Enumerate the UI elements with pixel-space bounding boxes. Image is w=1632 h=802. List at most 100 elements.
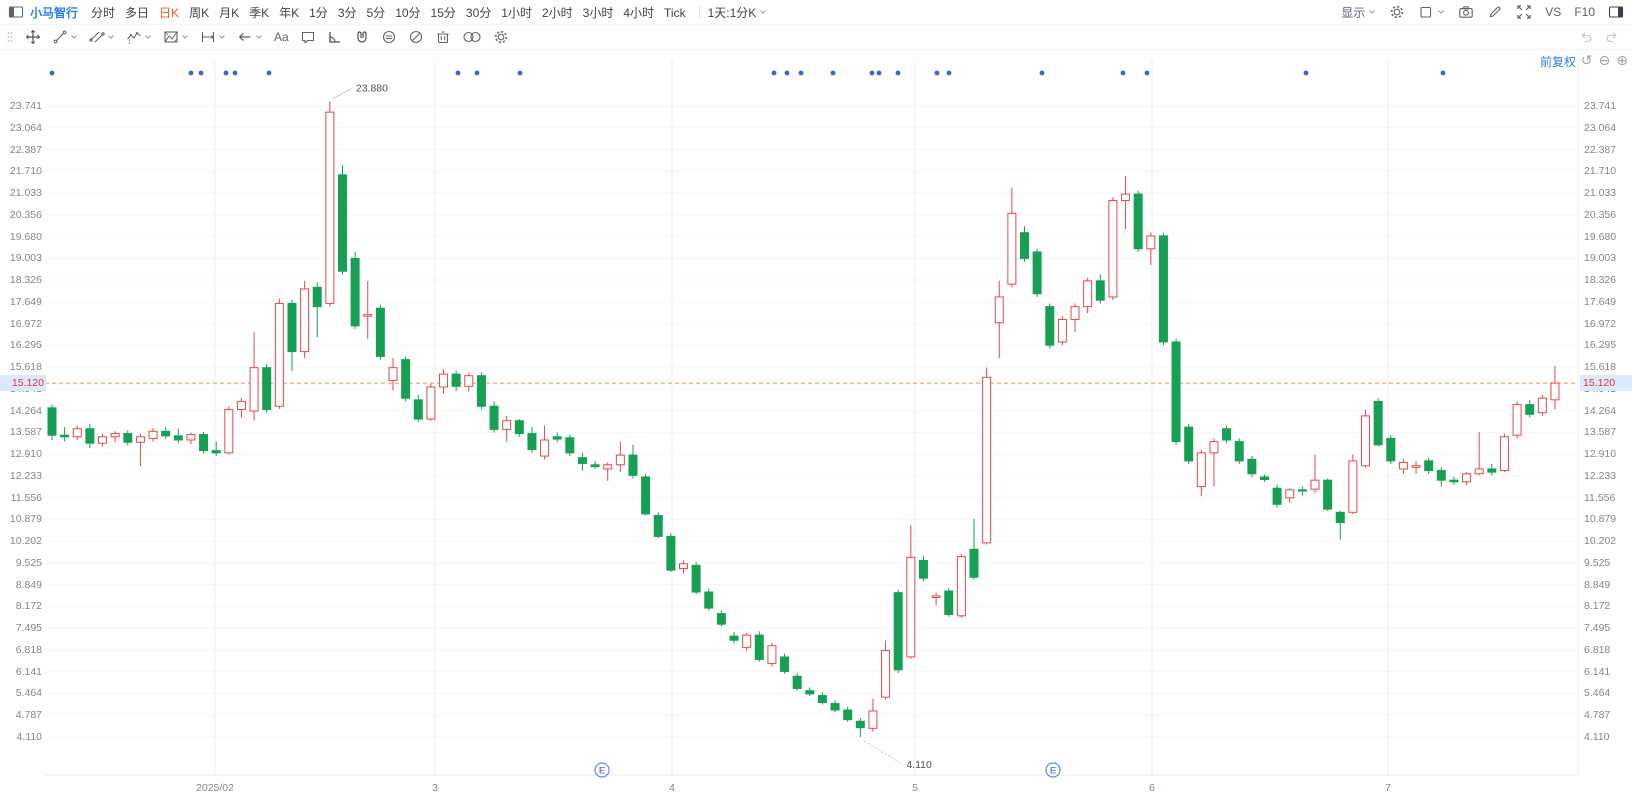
f10-info-button[interactable]: F10: [1574, 5, 1595, 19]
candle[interactable]: [944, 590, 954, 616]
candle[interactable]: [337, 174, 347, 272]
candle[interactable]: [312, 286, 322, 308]
candle[interactable]: [868, 710, 878, 729]
candle[interactable]: [489, 405, 499, 430]
candle[interactable]: [1297, 489, 1307, 492]
candle[interactable]: [552, 436, 562, 440]
candle[interactable]: [388, 367, 398, 382]
candle[interactable]: [527, 433, 537, 451]
candle[interactable]: [1525, 404, 1535, 415]
candle[interactable]: [704, 591, 714, 609]
y-axis-right[interactable]: 23.741 23.064 22.387 21.710 21.033 20.356 19.6…: [1584, 50, 1630, 802]
candle[interactable]: [1121, 193, 1131, 202]
event-dot[interactable]: [869, 70, 875, 76]
event-dot[interactable]: [830, 70, 836, 76]
timeframe-tab[interactable]: 4小时: [623, 5, 655, 20]
continuous-drawing-icon[interactable]: [381, 29, 397, 45]
candle[interactable]: [603, 464, 613, 470]
timeframe-tab[interactable]: 日K: [159, 5, 180, 20]
screenshot-camera-icon[interactable]: [1458, 4, 1474, 20]
candle[interactable]: [1462, 473, 1472, 483]
candle[interactable]: [729, 635, 739, 641]
settings-gear-icon[interactable]: [1389, 4, 1405, 20]
candle[interactable]: [1474, 468, 1484, 475]
trend-line-tool[interactable]: [52, 29, 78, 45]
candle[interactable]: [742, 634, 752, 648]
candle[interactable]: [1146, 235, 1156, 250]
candle[interactable]: [931, 595, 941, 598]
candle[interactable]: [1512, 404, 1522, 436]
candle[interactable]: [641, 476, 651, 515]
candle[interactable]: [754, 634, 764, 661]
timeframe-tab[interactable]: 周K: [189, 5, 210, 20]
candle[interactable]: [716, 613, 726, 625]
candle[interactable]: [413, 399, 423, 420]
candle[interactable]: [767, 645, 777, 664]
candle[interactable]: [47, 407, 57, 436]
timeframe-tab[interactable]: 年K: [279, 5, 300, 20]
candle[interactable]: [1045, 306, 1055, 346]
event-dot[interactable]: [798, 70, 804, 76]
candle[interactable]: [287, 302, 297, 353]
pattern-tool[interactable]: [163, 29, 189, 45]
earnings-marker-icon[interactable]: [1045, 762, 1061, 778]
candle[interactable]: [1032, 251, 1042, 295]
delete-drawings-icon[interactable]: [435, 29, 451, 45]
event-dot[interactable]: [188, 70, 194, 76]
compare-drawings-icon[interactable]: [462, 29, 482, 45]
candle[interactable]: [691, 564, 701, 593]
candle[interactable]: [249, 367, 259, 412]
candle[interactable]: [173, 435, 183, 441]
undo-icon[interactable]: [1578, 29, 1594, 45]
candlestick-chart[interactable]: 2025/02 3 4 5 6 7 E E 23.880 4.110: [0, 50, 1632, 802]
candle[interactable]: [135, 436, 145, 443]
timeframe-tab[interactable]: 3分: [337, 5, 357, 20]
candle[interactable]: [476, 375, 486, 407]
candle[interactable]: [1386, 437, 1396, 462]
candle[interactable]: [224, 408, 234, 454]
composite-period-selector[interactable]: 1天:1分K: [708, 4, 768, 21]
candle[interactable]: [1285, 489, 1295, 499]
candle[interactable]: [1348, 460, 1358, 513]
candle[interactable]: [843, 709, 853, 721]
event-dot[interactable]: [198, 70, 204, 76]
layout-selector[interactable]: [1418, 4, 1445, 20]
candle[interactable]: [1108, 200, 1118, 298]
reset-zoom-icon[interactable]: ↺: [1580, 52, 1593, 68]
candle[interactable]: [1171, 341, 1181, 443]
timeframe-tab[interactable]: 月K: [219, 5, 240, 20]
symbol-name[interactable]: 小马智行: [30, 5, 79, 20]
candle[interactable]: [982, 376, 992, 544]
candle[interactable]: [628, 454, 638, 476]
candle[interactable]: [1550, 382, 1560, 401]
earnings-marker-icon[interactable]: [594, 762, 610, 778]
candle[interactable]: [401, 359, 411, 399]
candle[interactable]: [514, 420, 524, 435]
candle[interactable]: [1272, 487, 1282, 505]
timeframe-tab[interactable]: Tick: [664, 5, 686, 20]
timeframe-tab[interactable]: 10分: [395, 5, 421, 20]
channel-tool[interactable]: [89, 29, 115, 45]
candle[interactable]: [1070, 306, 1080, 320]
candle[interactable]: [1095, 280, 1105, 301]
candle[interactable]: [1424, 460, 1434, 472]
candle[interactable]: [325, 111, 335, 304]
candle[interactable]: [1411, 465, 1421, 468]
candle[interactable]: [615, 454, 625, 466]
candle[interactable]: [1499, 436, 1509, 472]
timeframe-tab[interactable]: 多日: [125, 5, 150, 20]
candle[interactable]: [1020, 232, 1030, 259]
candle[interactable]: [375, 307, 385, 357]
candle[interactable]: [1247, 458, 1257, 475]
candle[interactable]: [451, 373, 461, 387]
candle[interactable]: [186, 434, 196, 441]
candle[interactable]: [1398, 461, 1408, 470]
candle[interactable]: [1222, 428, 1232, 441]
candle[interactable]: [199, 434, 209, 452]
candle[interactable]: [855, 720, 865, 729]
candle[interactable]: [653, 515, 663, 537]
candle[interactable]: [792, 675, 802, 689]
timeframe-tab[interactable]: 2小时: [541, 5, 573, 20]
arrow-tool[interactable]: [237, 29, 263, 45]
event-dot[interactable]: [223, 70, 229, 76]
